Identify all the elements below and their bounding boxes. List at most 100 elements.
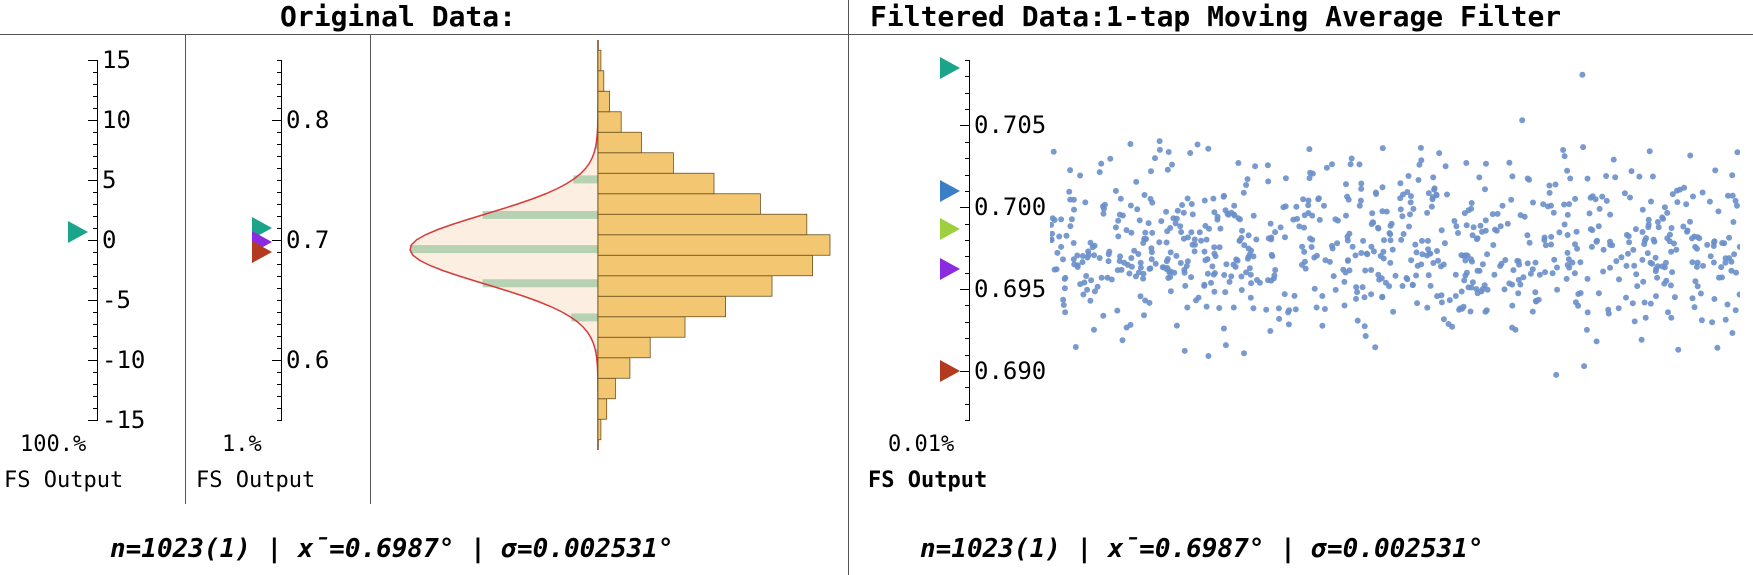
scatter-point [1091, 252, 1097, 258]
scatter-point [1142, 230, 1148, 236]
scatter-point [1588, 226, 1594, 232]
scatter-point [1192, 242, 1198, 248]
scatter-point [1238, 274, 1244, 280]
scatter-point [1362, 268, 1368, 274]
scatter-point [1246, 232, 1252, 238]
tick-minor [277, 408, 282, 409]
scatter-point [1187, 150, 1193, 156]
scatter-point [1342, 303, 1348, 309]
tick-minor [93, 252, 98, 253]
hist-bar [598, 399, 607, 420]
scatter-point [1091, 327, 1097, 333]
scatter-point [1596, 223, 1602, 229]
scatter-point [1482, 186, 1488, 192]
tick-minor [965, 338, 970, 339]
tick-minor [965, 355, 970, 356]
scatter-point [1077, 281, 1083, 287]
scatter-point [1100, 313, 1106, 319]
scatter-point [1468, 309, 1474, 315]
scatter-point [1216, 305, 1222, 311]
scatter-point [1190, 211, 1196, 217]
scatter-point [1424, 210, 1430, 216]
scatter-point [1551, 257, 1557, 263]
scatter-point [1441, 262, 1447, 268]
tick-minor [965, 420, 970, 421]
scatter-point [1380, 145, 1386, 151]
hist-bar [598, 71, 604, 92]
tick-minor [965, 322, 970, 323]
scatter-point [1181, 210, 1187, 216]
tick-label: 0.700 [974, 193, 1046, 221]
scatter-point [1204, 304, 1210, 310]
scatter-point [1414, 249, 1420, 255]
scatter-point [1543, 242, 1549, 248]
scatter-point [1231, 203, 1237, 209]
top-border [0, 34, 1753, 35]
scatter-point [1267, 328, 1273, 334]
scatter-point [1117, 212, 1123, 218]
scatter-point [1408, 193, 1414, 199]
scatter-point [1265, 178, 1271, 184]
scatter-point [1562, 222, 1568, 228]
scatter-point [1470, 279, 1476, 285]
scatter-point [1476, 174, 1482, 180]
scatter-point [1414, 300, 1420, 306]
scatter-point [1491, 272, 1497, 278]
scatter-point [1182, 348, 1188, 354]
scatter-point [1263, 307, 1269, 313]
scatter-point [1537, 272, 1543, 278]
scatter-point [1410, 282, 1416, 288]
scatter-point [1459, 306, 1465, 312]
scatter-point [1128, 322, 1134, 328]
scatter-point [1241, 350, 1247, 356]
scatter-point [1088, 277, 1094, 283]
scatter-point [1051, 149, 1057, 155]
scatter-point [1067, 197, 1073, 203]
scatter-point [1239, 228, 1245, 234]
scatter-point [1324, 165, 1330, 171]
scatter-point [1594, 338, 1600, 344]
scatter-point [1463, 160, 1469, 166]
scatter-point [1153, 261, 1159, 267]
scatter-point [1659, 214, 1665, 220]
scatter-point [1585, 276, 1591, 282]
scatter-point [1509, 173, 1515, 179]
scatter-point [1589, 244, 1595, 250]
scatter-point [1050, 231, 1055, 237]
scatter-point [1268, 221, 1274, 227]
scatter-point [1639, 337, 1645, 343]
hist-bar [598, 173, 714, 194]
scatter-point [1574, 229, 1580, 235]
scatter-point [1494, 228, 1500, 234]
scatter-point [1056, 234, 1062, 240]
scatter-point [1459, 289, 1465, 295]
scatter-point [1725, 302, 1731, 308]
scatter-point [1578, 290, 1584, 296]
scatter-point [1165, 275, 1171, 281]
scatter-point [1690, 295, 1696, 301]
tick-minor [965, 387, 970, 388]
hist-bar [598, 337, 650, 358]
marker-triangle [940, 180, 960, 202]
scatter-point [1719, 240, 1725, 246]
scatter-point [1692, 304, 1698, 310]
marker-triangle [940, 57, 960, 79]
scatter-point [1566, 265, 1572, 271]
scatter-point [1247, 252, 1253, 258]
scatter-point [1548, 234, 1554, 240]
scatter-point [1147, 266, 1153, 272]
scatter-point [1212, 270, 1218, 276]
scatter-point [1146, 220, 1152, 226]
hist-bar [598, 378, 615, 399]
tick-label: 0.7 [286, 226, 329, 254]
scatter-point [1687, 153, 1693, 159]
scatter-point [1585, 176, 1591, 182]
tick-minor [277, 156, 282, 157]
scatter-point [1695, 283, 1701, 289]
scatter-point [1545, 203, 1551, 209]
scatter-point [1127, 141, 1133, 147]
tick-major [960, 125, 970, 126]
scatter-point [1630, 247, 1636, 253]
scatter-point [1525, 260, 1531, 266]
tick-minor [965, 404, 970, 405]
